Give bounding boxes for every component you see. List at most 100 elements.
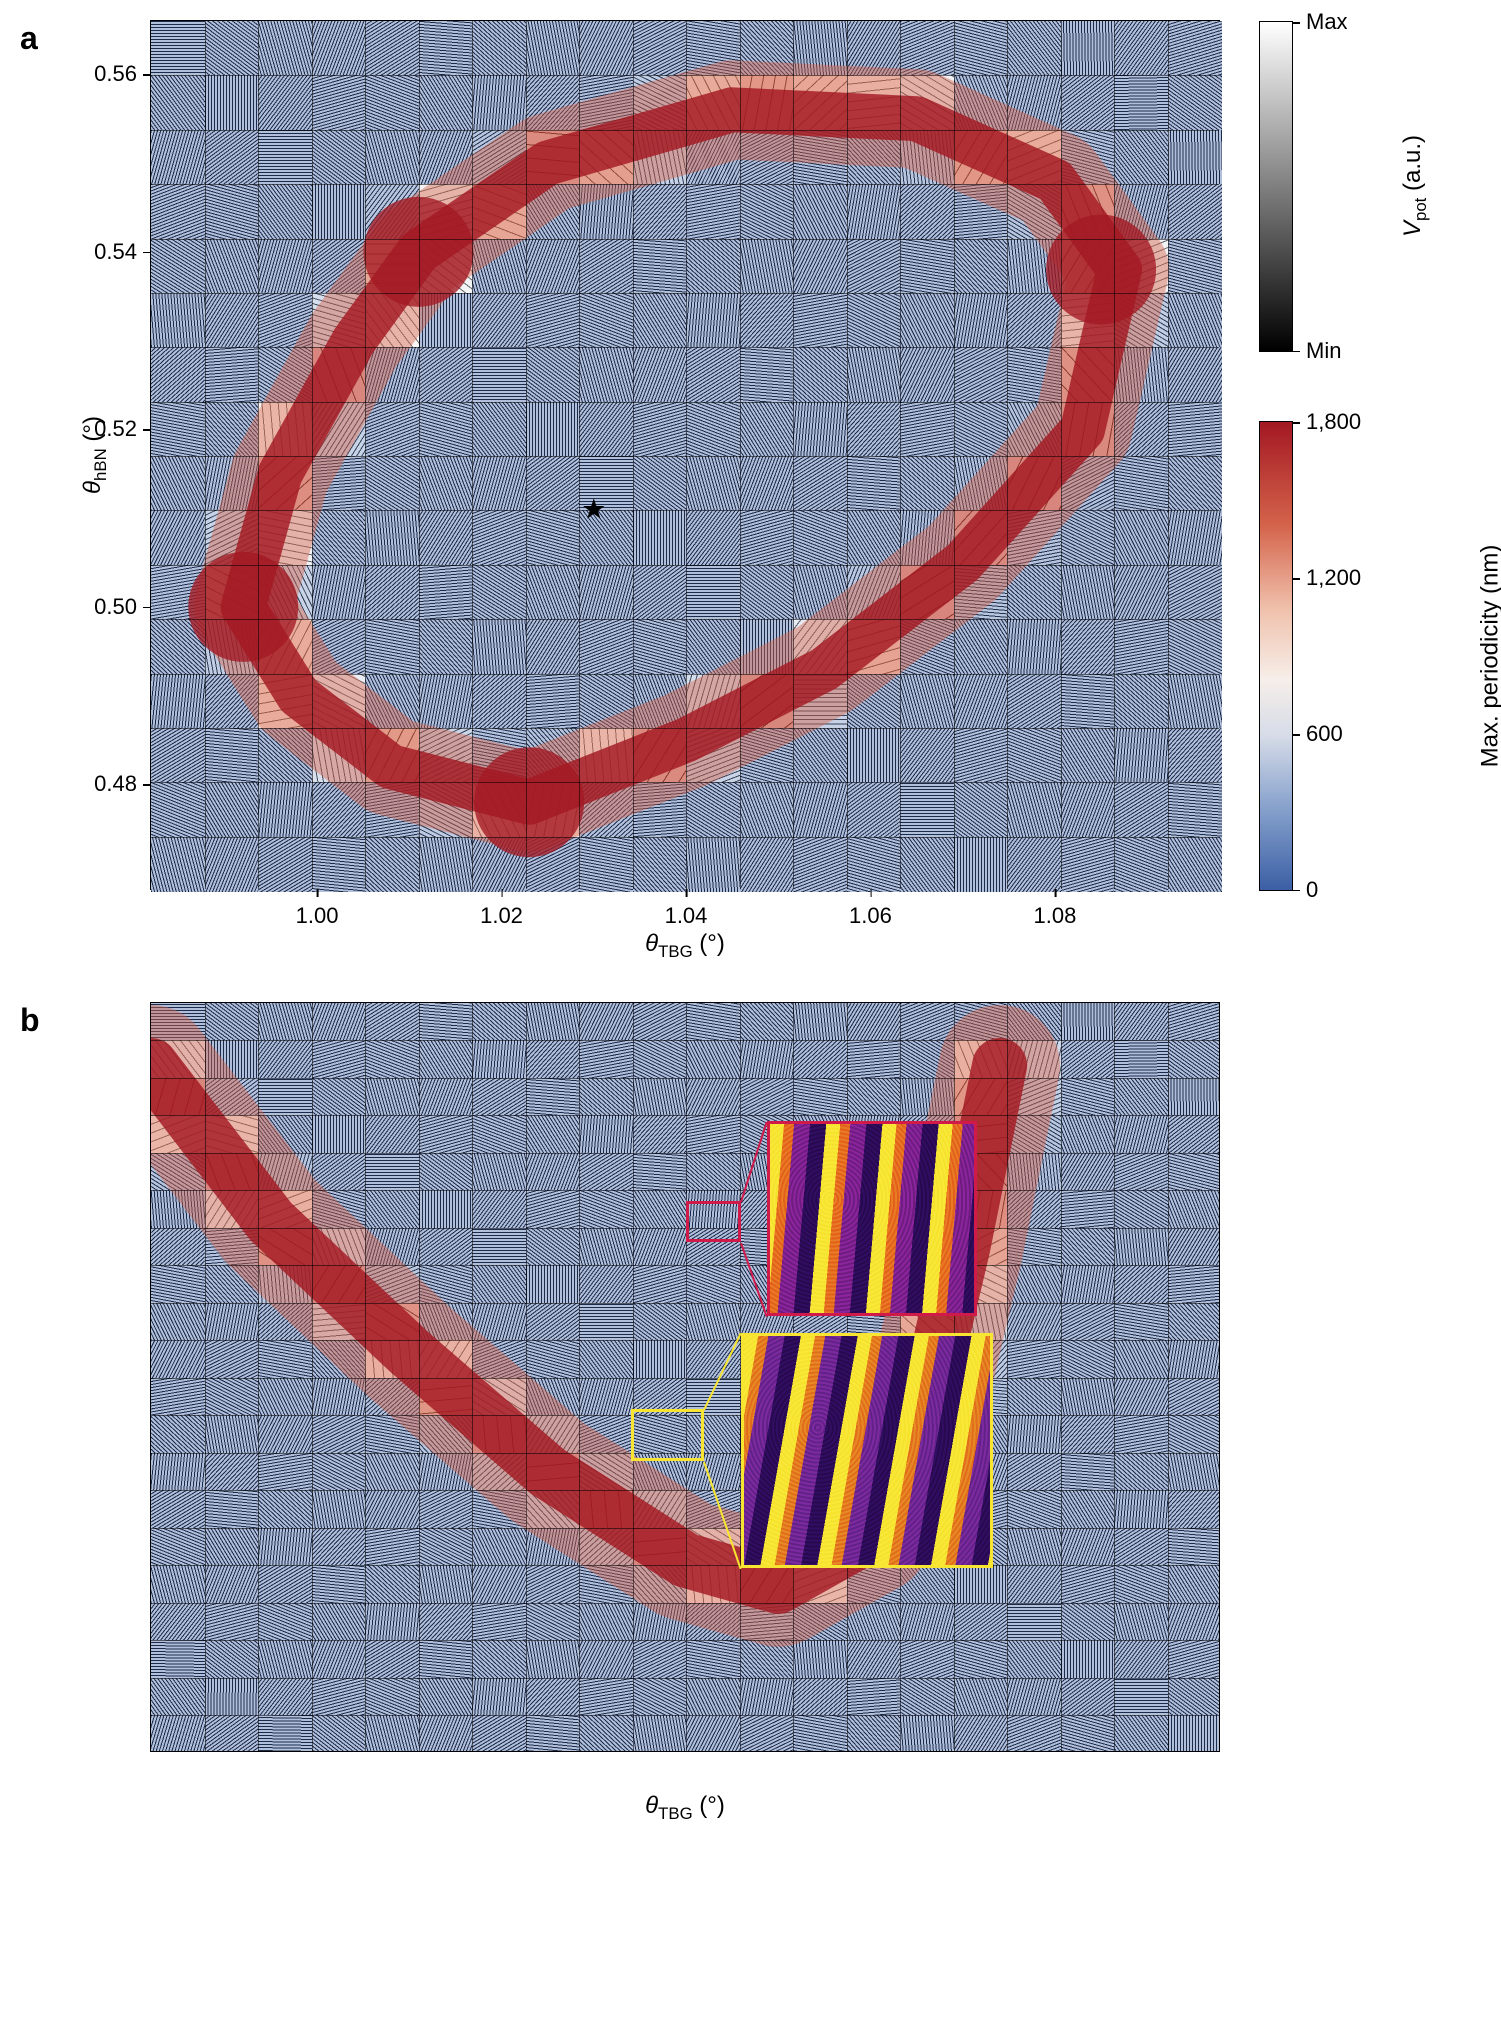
gridline	[312, 21, 313, 889]
moire-tile	[1114, 1003, 1169, 1042]
moire-tile	[312, 21, 367, 76]
moire-tile	[1168, 456, 1223, 511]
moire-tile	[900, 1040, 955, 1079]
moire-tile	[312, 837, 367, 892]
gridline	[151, 75, 1219, 76]
moire-tile	[472, 1603, 527, 1642]
moire-tile	[205, 728, 260, 783]
moire-tile	[847, 782, 902, 837]
moire-tile	[205, 1115, 260, 1154]
moire-tile	[740, 837, 795, 892]
moire-tile	[205, 130, 260, 185]
moire-tile	[419, 456, 474, 511]
moire-tile	[1168, 1528, 1221, 1567]
moire-tile	[526, 619, 581, 674]
moire-tile	[1168, 1003, 1221, 1042]
moire-tile	[1061, 21, 1116, 76]
moire-tile	[740, 293, 795, 348]
moire-tile	[151, 402, 206, 457]
moire-tile	[526, 130, 581, 185]
moire-tile	[686, 1303, 741, 1342]
moire-tile	[151, 1303, 206, 1342]
moire-tile	[1114, 1640, 1169, 1679]
gridline	[151, 1640, 1219, 1641]
moire-tile	[365, 1228, 420, 1267]
moire-tile	[1007, 1415, 1062, 1454]
moire-tile	[900, 75, 955, 130]
moire-tile	[365, 1190, 420, 1229]
moire-tile	[954, 837, 1009, 892]
inset-red-sample-box	[686, 1201, 741, 1243]
moire-tile	[579, 1678, 634, 1717]
moire-tile	[1168, 674, 1223, 729]
moire-tile	[151, 75, 206, 130]
moire-tile	[151, 293, 206, 348]
inset-yellow-sample-box	[631, 1409, 705, 1461]
moire-tile	[1007, 1040, 1062, 1079]
moire-tile	[1061, 1640, 1116, 1679]
moire-tile	[1114, 1378, 1169, 1417]
moire-tile	[205, 1228, 260, 1267]
moire-tile	[1114, 184, 1169, 239]
x-tick: 1.06	[849, 889, 892, 929]
moire-tile	[1007, 1565, 1062, 1604]
moire-tile	[1168, 1078, 1221, 1117]
moire-tile	[793, 565, 848, 620]
moire-tile	[686, 347, 741, 402]
moire-tile	[740, 184, 795, 239]
moire-tile	[579, 674, 634, 729]
moire-tile	[579, 619, 634, 674]
colorbar-tick: Min	[1292, 338, 1341, 364]
moire-tile	[258, 619, 313, 674]
moire-tile	[312, 1265, 367, 1304]
moire-tile	[686, 239, 741, 294]
moire-tile	[526, 1715, 581, 1752]
moire-tile	[151, 1115, 206, 1154]
moire-tile	[312, 239, 367, 294]
moire-tile	[312, 130, 367, 185]
moire-tile	[1007, 456, 1062, 511]
moire-tile	[365, 782, 420, 837]
moire-tile	[1007, 728, 1062, 783]
moire-tile	[1168, 1115, 1221, 1154]
moire-tile	[526, 456, 581, 511]
moire-tile	[740, 510, 795, 565]
moire-tile	[472, 1303, 527, 1342]
moire-tile	[686, 782, 741, 837]
moire-tile	[258, 1228, 313, 1267]
moire-tile	[1114, 1078, 1169, 1117]
moire-tile	[151, 1040, 206, 1079]
gridline	[740, 21, 741, 889]
moire-tile	[686, 1603, 741, 1642]
moire-tile	[151, 456, 206, 511]
moire-tile	[151, 1565, 206, 1604]
moire-tile	[633, 1565, 688, 1604]
moire-tile	[1061, 1040, 1116, 1079]
moire-tile	[258, 402, 313, 457]
moire-tile	[686, 293, 741, 348]
moire-tile	[793, 1715, 848, 1752]
moire-tile	[740, 75, 795, 130]
gridline	[151, 837, 1219, 838]
moire-tile	[740, 1678, 795, 1717]
moire-tile	[1007, 1603, 1062, 1642]
moire-tile	[1007, 1453, 1062, 1492]
gridline	[151, 1265, 1219, 1266]
moire-tile	[954, 1678, 1009, 1717]
moire-tile	[365, 1153, 420, 1192]
moire-tile	[151, 1340, 206, 1379]
moire-tile	[205, 1678, 260, 1717]
moire-tile	[633, 75, 688, 130]
moire-tile	[1168, 1040, 1221, 1079]
moire-tile	[205, 1190, 260, 1229]
y-tick: 0.04	[150, 1573, 151, 1599]
moire-tile	[1168, 1715, 1221, 1752]
moire-tile	[793, 1678, 848, 1717]
moire-tile	[1061, 1528, 1116, 1567]
moire-tile	[793, 1603, 848, 1642]
moire-tile	[312, 1153, 367, 1192]
moire-tile	[579, 1303, 634, 1342]
moire-tile	[472, 21, 527, 76]
moire-tile	[1114, 619, 1169, 674]
moire-tile	[793, 1003, 848, 1042]
